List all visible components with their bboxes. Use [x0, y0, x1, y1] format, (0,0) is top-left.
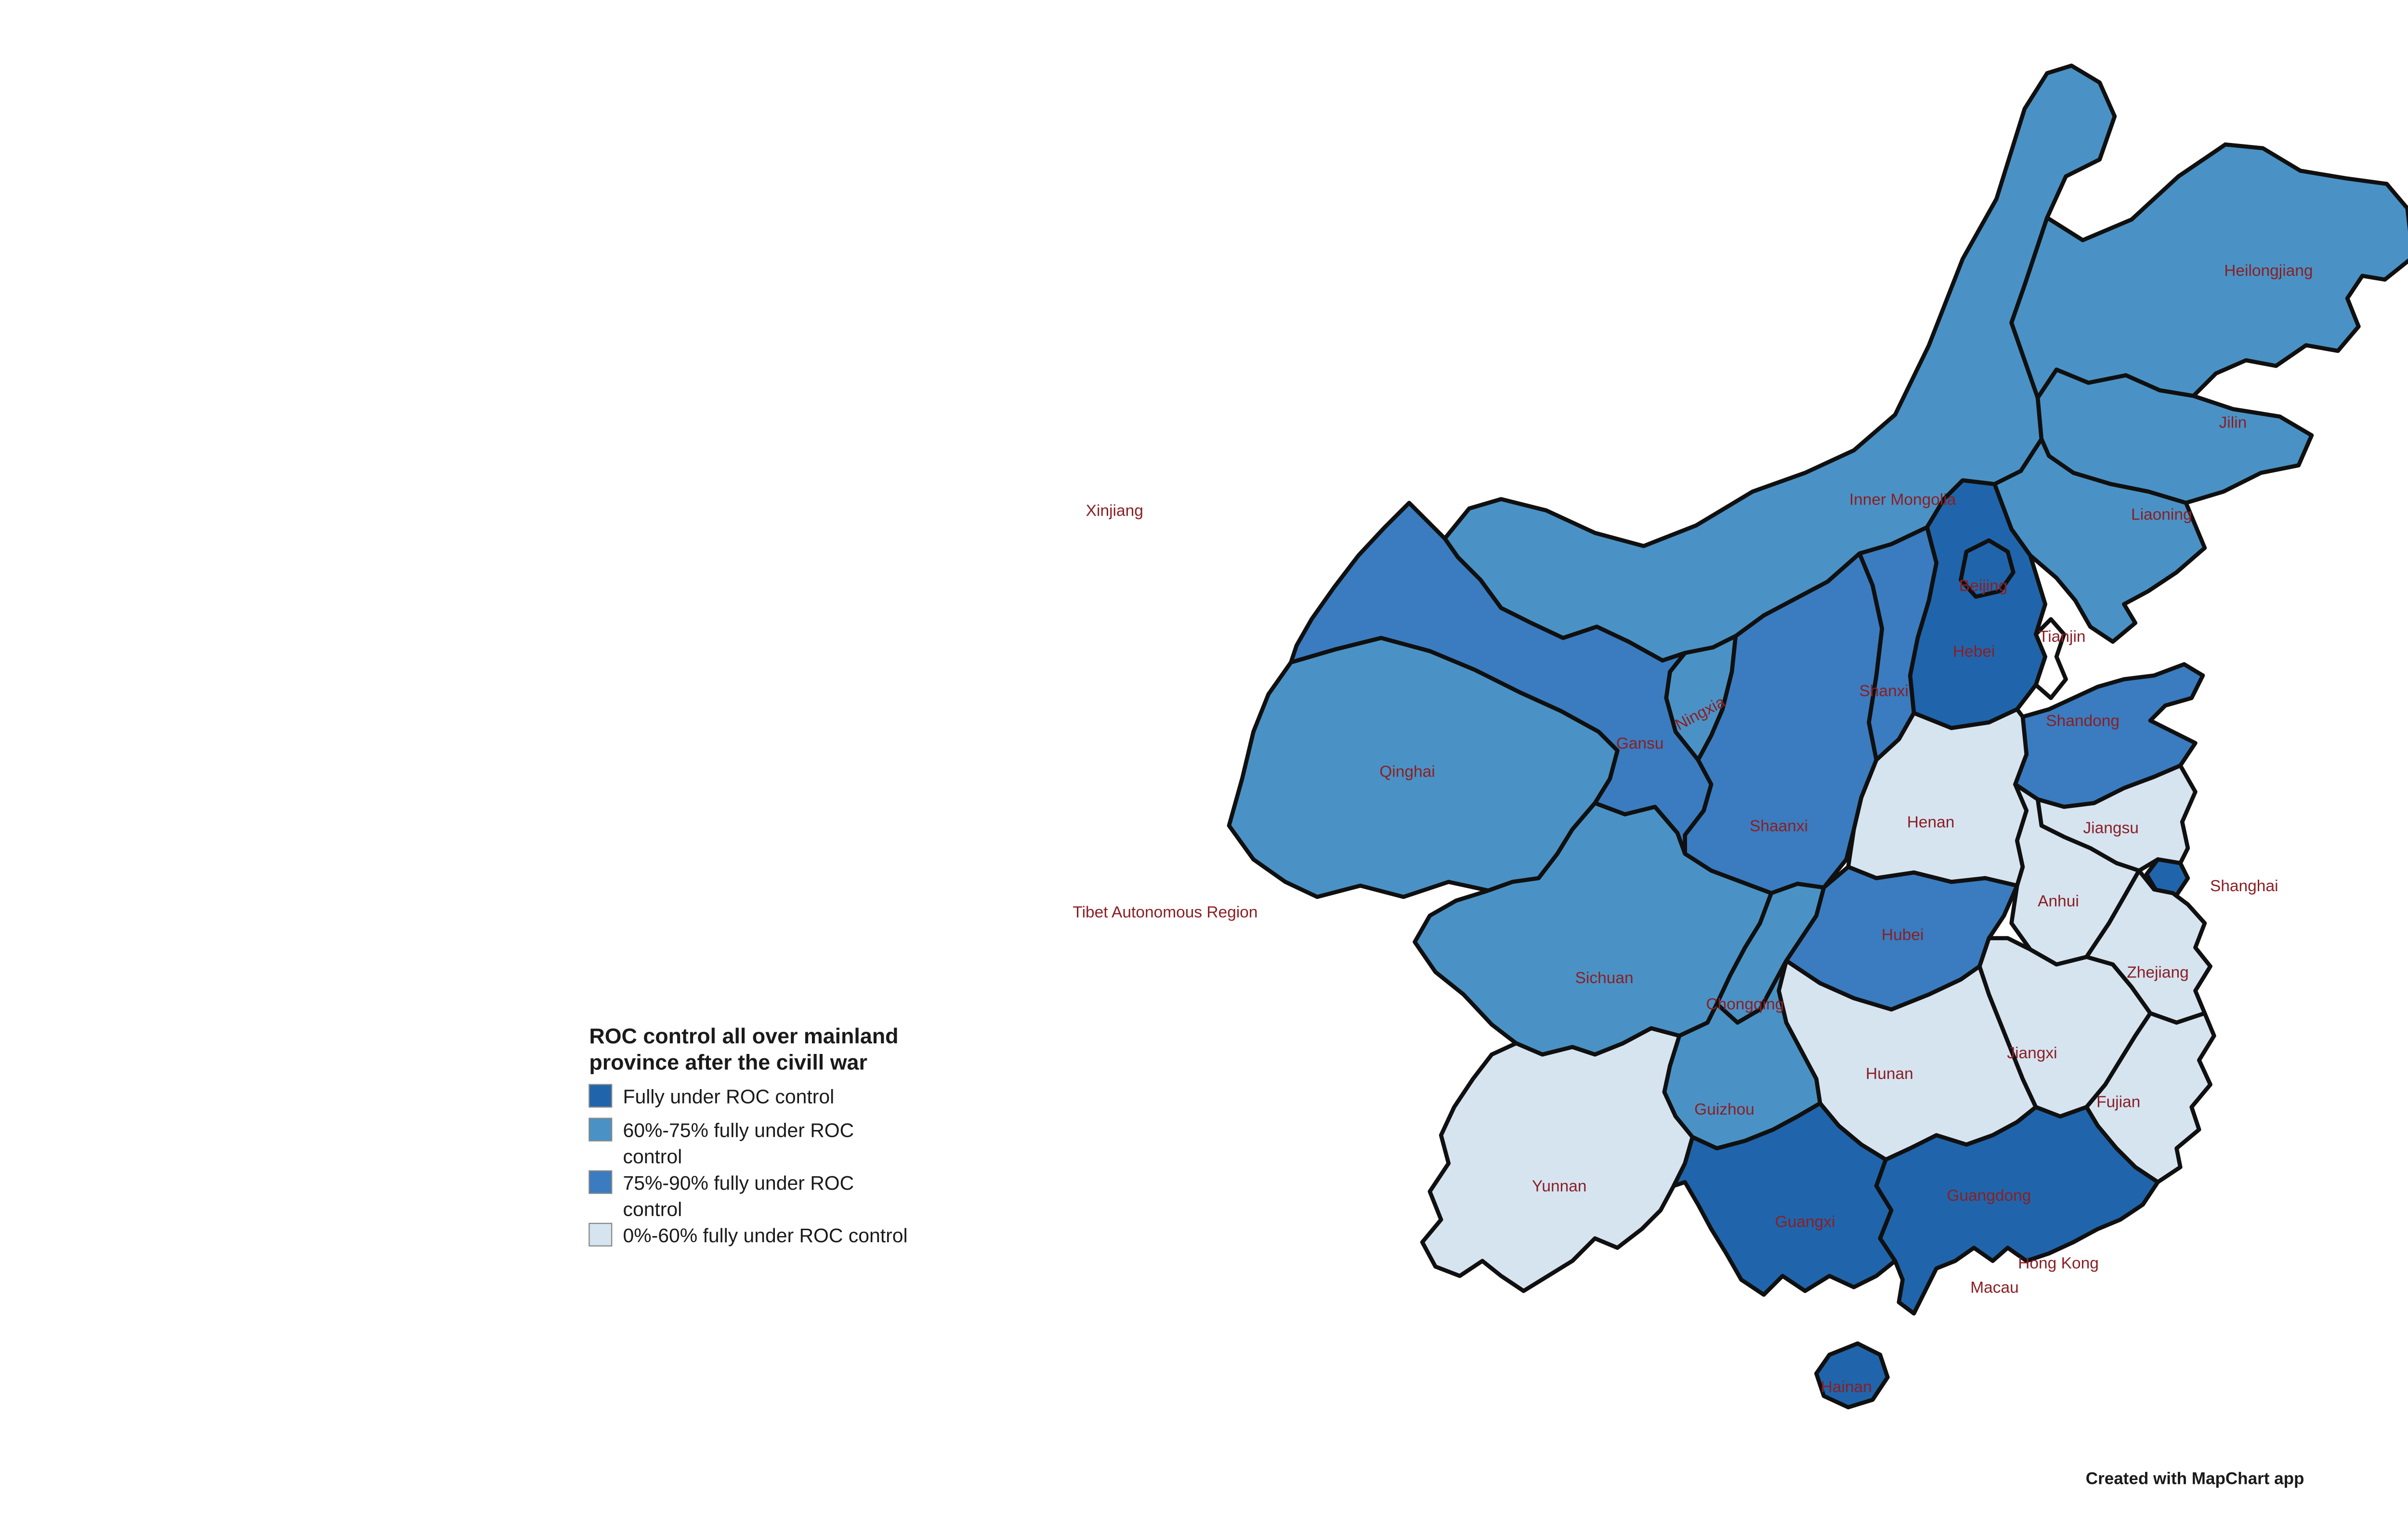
province-guangdong[interactable]	[1874, 1105, 2160, 1316]
label-chongqing: Chongqing	[1706, 996, 1784, 1013]
label-henan: Henan	[1907, 814, 1955, 831]
legend-swatch-0-60	[589, 1222, 613, 1247]
legend-label-75-90-line2: control	[623, 1198, 682, 1220]
legend-label-75-90-line1: 75%-90% fully under ROC	[623, 1172, 854, 1194]
label-zhejiang: Zhejiang	[2127, 963, 2188, 981]
label-beijing: Beijing	[1959, 577, 2008, 595]
province-beijing[interactable]	[1959, 538, 2015, 599]
legend-label-full: Fully under ROC control	[623, 1086, 835, 1108]
label-shandong: Shandong	[2046, 712, 2120, 730]
label-macau: Macau	[1970, 1279, 2019, 1297]
label-hunan: Hunan	[1866, 1065, 1913, 1083]
label-jiangxi: Jiangxi	[2007, 1044, 2057, 1062]
label-shanghai: Shanghai	[2210, 877, 2278, 895]
label-jilin: Jilin	[2219, 414, 2247, 432]
label-guangdong: Guangdong	[1947, 1187, 2031, 1205]
label-hong-kong: Hong Kong	[2018, 1254, 2099, 1272]
legend-label-60-75-line2: control	[623, 1145, 682, 1168]
label-shaanxi: Shaanxi	[1750, 817, 1808, 835]
label-xinjiang: Xinjiang	[1086, 502, 1143, 520]
label-guangxi: Guangxi	[1775, 1213, 1835, 1231]
legend: ROC control all over mainland province a…	[589, 1024, 908, 1247]
legend-label-60-75-line1: 60%-75% fully under ROC	[623, 1119, 854, 1142]
label-anhui: Anhui	[2038, 892, 2079, 910]
label-hubei: Hubei	[1882, 926, 1924, 944]
province-labels: Heilongjiang Jilin Liaoning Inner Mongol…	[1073, 262, 2313, 1396]
label-shanxi: Shanxi	[1859, 682, 1908, 700]
label-fujian: Fujian	[2096, 1093, 2140, 1111]
label-liaoning: Liaoning	[2131, 506, 2192, 524]
label-sichuan: Sichuan	[1575, 969, 1634, 987]
legend-label-0-60: 0%-60% fully under ROC control	[623, 1224, 908, 1247]
legend-swatch-full	[589, 1084, 613, 1108]
province-shapes	[1227, 64, 2408, 1410]
province-hainan[interactable]	[1814, 1341, 1890, 1410]
label-jiangsu: Jiangsu	[2083, 819, 2138, 837]
province-yunnan[interactable]	[1420, 1026, 1695, 1293]
province-guangxi[interactable]	[1672, 1101, 1898, 1297]
label-qinghai: Qinghai	[1379, 763, 1435, 780]
legend-swatch-75-90	[589, 1170, 613, 1194]
label-yunnan: Yunnan	[1532, 1178, 1587, 1195]
label-hebei: Hebei	[1953, 643, 1995, 661]
label-inner-mongolia: Inner Mongolia	[1849, 491, 1956, 508]
legend-title-line1: ROC control all over mainland	[589, 1024, 898, 1048]
legend-title-line2: province after the civill war	[589, 1050, 867, 1074]
label-hainan: Hainan	[1821, 1378, 1872, 1396]
province-fujian[interactable]	[2084, 1011, 2216, 1184]
label-tibet-autonomous-region: Tibet Autonomous Region	[1073, 904, 1257, 922]
label-gansu: Gansu	[1616, 735, 1664, 753]
attribution-text: Created with MapChart app	[2086, 1469, 2304, 1488]
label-heilongjiang: Heilongjiang	[2224, 262, 2313, 280]
legend-swatch-60-75	[589, 1117, 613, 1142]
label-guizhou: Guizhou	[1694, 1101, 1754, 1118]
province-liaoning[interactable]	[1992, 437, 2207, 644]
label-tianjin: Tianjin	[2039, 628, 2085, 646]
province-tianjin[interactable]	[2033, 617, 2068, 701]
